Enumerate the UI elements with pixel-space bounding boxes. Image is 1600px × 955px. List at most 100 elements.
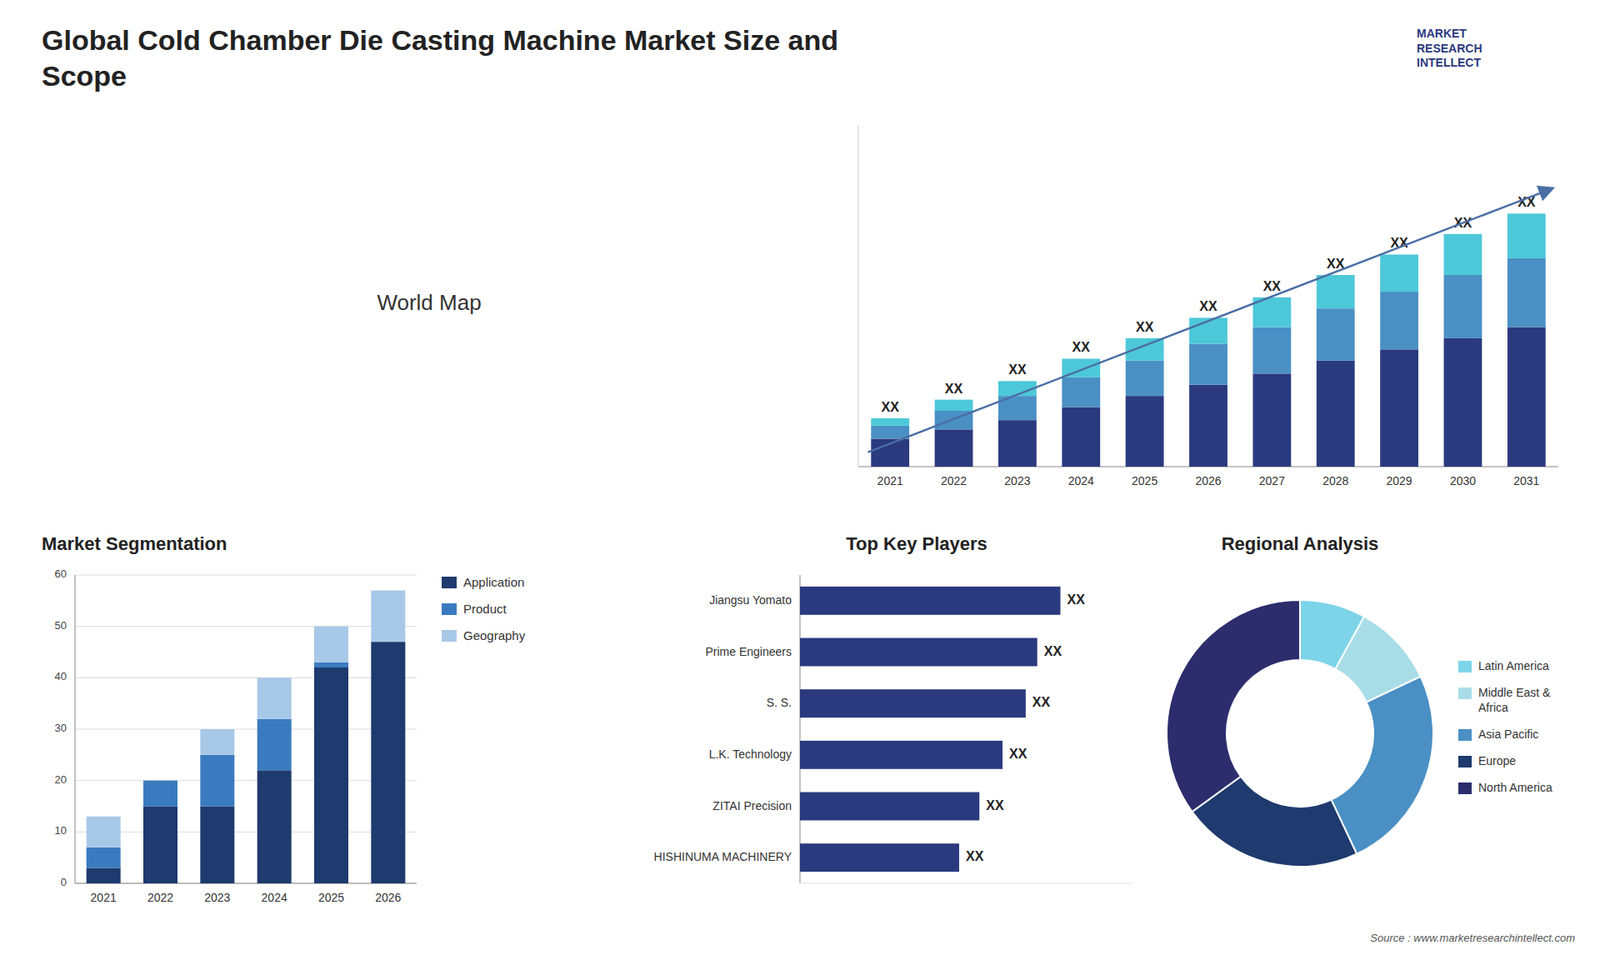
bar-segment — [1444, 338, 1483, 467]
bar-segment — [1316, 308, 1355, 361]
bar-segment — [1316, 360, 1355, 467]
legend-label: Middle East &Africa — [1478, 685, 1551, 715]
bar-segment — [1316, 275, 1355, 309]
legend-swatch — [1458, 660, 1472, 673]
grid-line — [75, 780, 417, 781]
bar-label: XX — [881, 400, 900, 415]
bar-label: XX — [1008, 362, 1027, 377]
grid-line — [75, 575, 417, 576]
donut-slice — [1166, 600, 1300, 812]
y-tick-label: 20 — [55, 773, 67, 786]
bar-segment — [870, 418, 910, 426]
bar — [800, 638, 1038, 667]
bar-segment — [1380, 349, 1419, 467]
bar-segment — [370, 641, 405, 884]
bar-label: XX — [965, 849, 985, 864]
legend-label: North America — [1478, 780, 1553, 795]
legend-swatch — [441, 576, 457, 589]
y-axis-line — [858, 125, 860, 467]
bar-segment — [1189, 385, 1228, 467]
chart-title: Regional Analysis — [1221, 533, 1380, 555]
background — [0, 0, 1600, 955]
legend-swatch — [1458, 687, 1472, 700]
bar-segment — [1507, 327, 1546, 467]
bar-segment — [86, 868, 121, 885]
bar-segment — [143, 780, 178, 781]
y-tick-label: Jiangsu Yomato — [709, 593, 792, 607]
bar-label: XX — [1199, 299, 1218, 314]
bar-segment — [870, 425, 910, 440]
bar-segment — [935, 429, 974, 467]
chart-pie: Regional Analysis Latin America Middle Eas… — [1166, 533, 1553, 867]
bar-label: XX — [985, 798, 1005, 813]
bar-segment — [1189, 344, 1228, 385]
y-tick-label: ZITAI Precision — [712, 798, 792, 812]
y-tick-label: S. S. — [766, 695, 792, 710]
chart-bar: Market Segmentation010203040506020212022… — [41, 533, 526, 905]
bar-segment — [1252, 327, 1291, 375]
bar-label: XX — [1044, 644, 1063, 659]
bar — [800, 792, 980, 821]
bar-segment — [1507, 258, 1546, 328]
y-tick-label: 10 — [55, 825, 67, 838]
y-tick-label: L.K. Technology — [709, 747, 792, 761]
x-range-line — [800, 883, 1134, 885]
legend-swatch — [1458, 782, 1472, 795]
y-tick-label: HISHINUMA MACHINERY — [654, 850, 793, 864]
bar-segment — [1507, 213, 1546, 259]
bar-segment — [257, 770, 292, 884]
x-tick-label: 2024 — [1068, 474, 1095, 488]
bar-segment — [1061, 377, 1100, 408]
map-placeholder: World Map — [376, 290, 481, 315]
grid-line — [75, 625, 417, 627]
grid-line — [75, 831, 417, 833]
bar-label: XX — [1072, 340, 1091, 355]
bar-segment — [1444, 234, 1483, 275]
legend-label: Europe — [1478, 754, 1516, 768]
bar-segment — [143, 780, 178, 807]
x-tick-label: 2025 — [1131, 474, 1158, 488]
bar-segment — [143, 806, 178, 885]
x-tick-label: 2021 — [90, 890, 117, 905]
bar-segment — [1125, 395, 1165, 467]
x-tick-label: 2023 — [204, 890, 230, 905]
x-tick-label: 2030 — [1450, 474, 1476, 488]
legend-label: Latin America — [1478, 659, 1550, 673]
source-text: Source : www.marketresearchintellect.com — [1370, 931, 1575, 945]
y-axis-line — [75, 575, 76, 884]
donut-slice — [1330, 676, 1434, 855]
bar-segment — [257, 719, 292, 771]
grid-line — [75, 729, 417, 730]
grid-line — [75, 883, 417, 885]
bar-segment — [200, 806, 235, 885]
bar-segment — [200, 729, 235, 755]
y-tick-label: 0 — [60, 875, 67, 889]
legend-swatch — [441, 603, 457, 615]
bar-segment — [1125, 360, 1165, 396]
x-tick-label: 2028 — [1322, 474, 1349, 488]
chart-bar: 2021202220232024202520262027202820292030… — [858, 125, 1559, 488]
bar-label: XX — [1067, 592, 1086, 607]
x-tick-label: 2026 — [1195, 474, 1221, 488]
x-tick-label: 2021 — [877, 474, 904, 488]
x-tick-label: 2022 — [147, 890, 174, 905]
bar-segment — [200, 755, 235, 807]
bar — [800, 740, 1003, 770]
logo-text: MARKETRESEARCHINTELLECT — [1416, 26, 1483, 70]
chart-bar: Top Key PlayersJiangsu YomatoPrime Engin… — [654, 533, 1134, 884]
legend-swatch — [1458, 729, 1472, 741]
bar — [800, 689, 1026, 718]
bar-segment — [257, 677, 292, 719]
legend-label: Application — [463, 575, 525, 590]
bar-segment — [1380, 291, 1419, 350]
chart-title: Top Key Players — [845, 533, 988, 555]
bar-segment — [1444, 275, 1483, 339]
legend-swatch — [1458, 755, 1472, 768]
x-tick-label: 2023 — [1004, 474, 1030, 488]
bar-segment — [998, 420, 1037, 467]
legend-label: Asia Pacific — [1478, 727, 1539, 741]
bar-segment — [370, 590, 405, 643]
legend-label: Product — [463, 601, 508, 616]
bar-segment — [86, 816, 121, 848]
x-axis-line — [75, 883, 417, 885]
